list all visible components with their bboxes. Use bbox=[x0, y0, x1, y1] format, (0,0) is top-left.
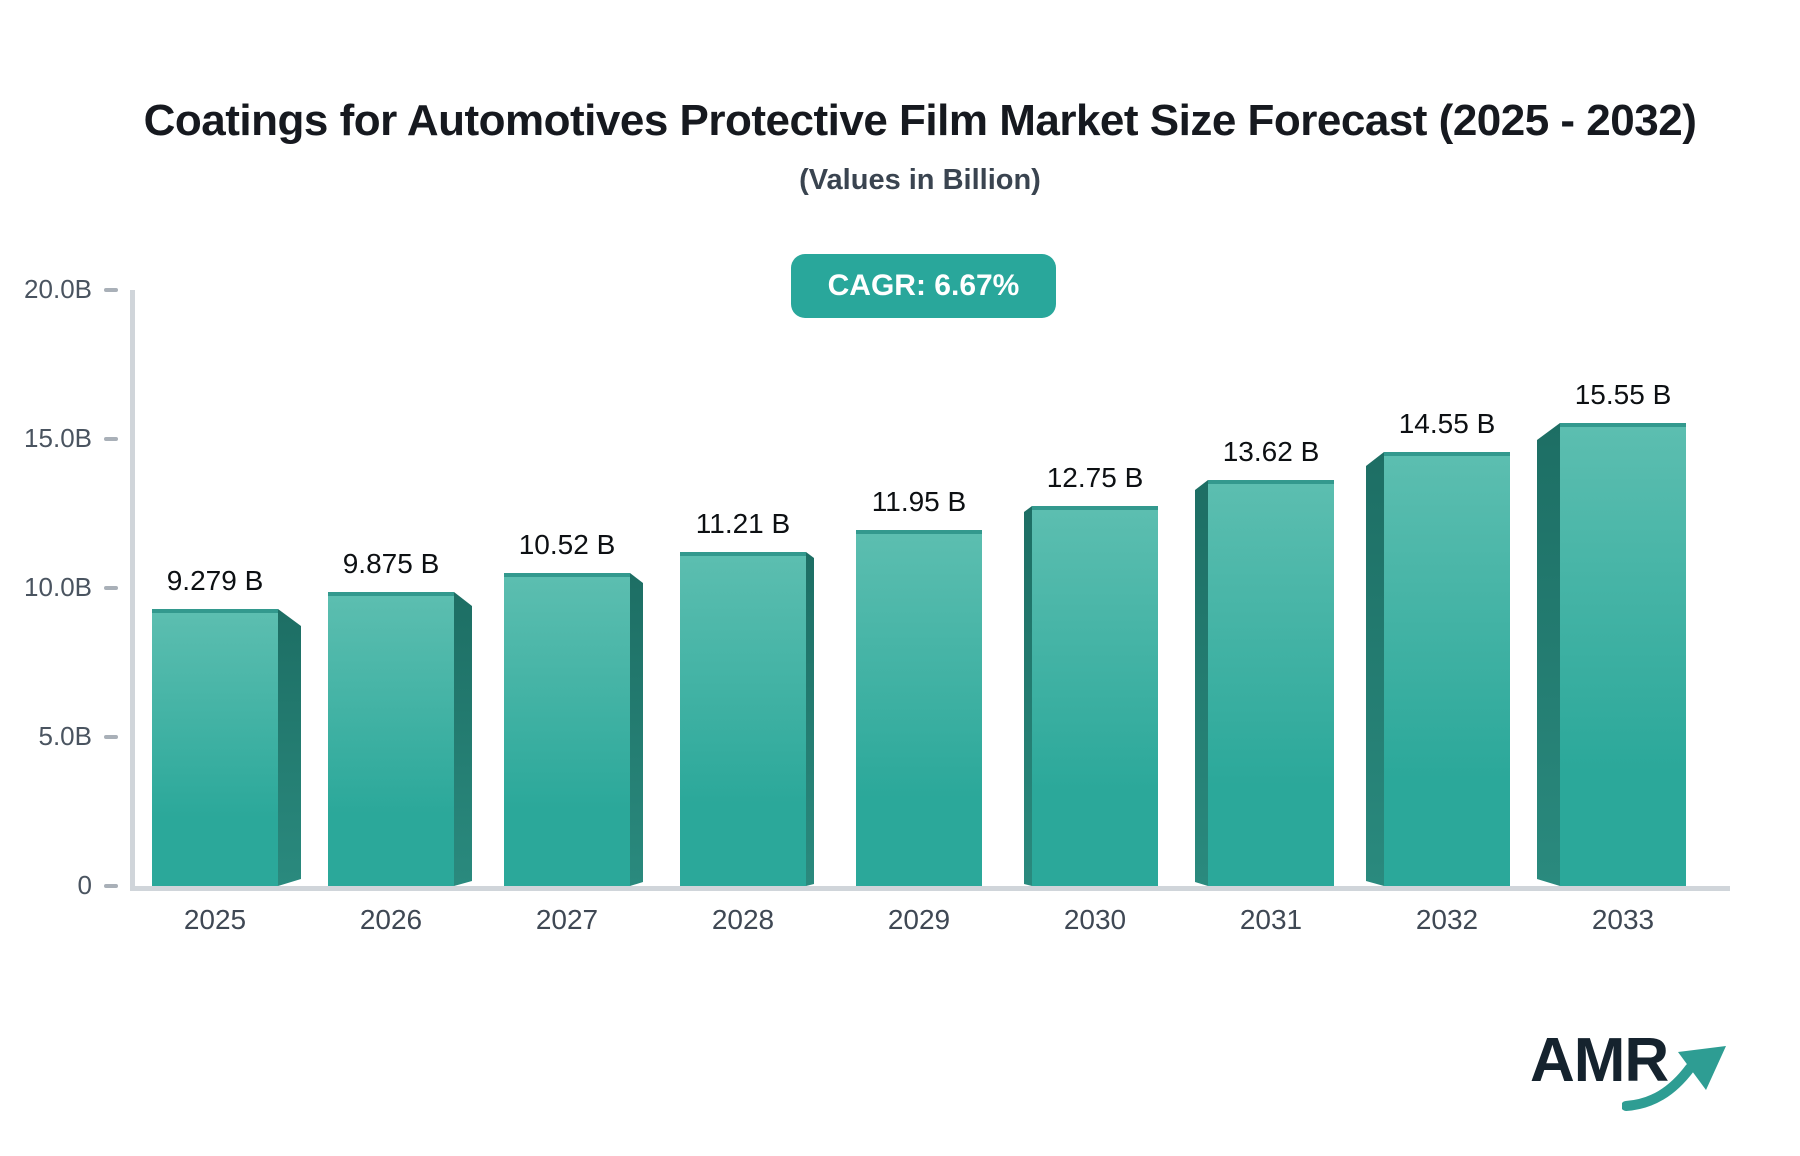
y-tick-mark bbox=[104, 288, 118, 292]
y-tick-label: 10.0B bbox=[24, 572, 92, 602]
x-axis-label: 2030 bbox=[1063, 904, 1127, 935]
bar-value-label: 9.875 B bbox=[342, 548, 440, 579]
bar-2026 bbox=[328, 592, 454, 886]
bar-value-label: 13.62 B bbox=[1222, 436, 1320, 467]
bar-value-label: 11.21 B bbox=[695, 508, 791, 539]
y-tick-label: 20.0B bbox=[24, 274, 92, 304]
x-axis-label: 2031 bbox=[1239, 904, 1303, 935]
bar-side-face bbox=[630, 573, 643, 886]
bar-value-label: 15.55 B bbox=[1574, 379, 1672, 410]
x-axis-label: 2029 bbox=[887, 904, 951, 935]
amr-logo-text: AMR bbox=[1530, 1026, 1669, 1095]
bar-value-label: 10.52 B bbox=[518, 529, 616, 560]
bar-2028 bbox=[680, 552, 806, 886]
x-axis-label: 2032 bbox=[1415, 904, 1479, 935]
y-axis-line bbox=[130, 290, 135, 891]
bar-side-face bbox=[806, 552, 814, 886]
bar-value-label: 14.55 B bbox=[1398, 408, 1496, 439]
x-axis-label: 2028 bbox=[711, 904, 775, 935]
y-tick-label: 5.0B bbox=[38, 721, 93, 751]
y-tick-mark bbox=[104, 884, 118, 888]
bar-2030 bbox=[1032, 506, 1158, 886]
bar-2025 bbox=[152, 609, 278, 886]
y-tick-mark bbox=[104, 735, 118, 739]
bar-2027 bbox=[504, 573, 630, 886]
x-axis-label: 2026 bbox=[359, 904, 423, 935]
y-tick-mark bbox=[104, 586, 118, 590]
trend-arrow-icon bbox=[1622, 1046, 1726, 1111]
bar-2029 bbox=[856, 530, 982, 886]
amr-logo: AMR bbox=[1530, 1030, 1730, 1120]
x-axis-line bbox=[130, 886, 1730, 891]
cagr-badge: CAGR: 6.67% bbox=[791, 254, 1056, 318]
bar-value-label: 9.279 B bbox=[166, 565, 264, 596]
bar-side-face bbox=[1366, 452, 1384, 886]
bar-2033 bbox=[1560, 423, 1686, 886]
chart-subtitle: (Values in Billion) bbox=[799, 164, 1041, 196]
y-tick-mark bbox=[104, 437, 118, 441]
bar-2031 bbox=[1208, 480, 1334, 886]
chart-title: Coatings for Automotives Protective Film… bbox=[143, 96, 1697, 145]
x-axis-label: 2025 bbox=[183, 904, 247, 935]
bar-2032 bbox=[1384, 452, 1510, 886]
y-tick-label: 15.0B bbox=[24, 423, 92, 453]
x-axis-label: 2027 bbox=[535, 904, 599, 935]
bar-value-label: 12.75 B bbox=[1046, 462, 1144, 493]
bar-side-face bbox=[278, 609, 301, 886]
bar-side-face bbox=[1024, 506, 1032, 886]
bar-side-face bbox=[454, 592, 472, 886]
y-tick-label: 0 bbox=[77, 870, 92, 900]
bar-value-label: 11.95 B bbox=[871, 486, 967, 517]
x-axis-label: 2033 bbox=[1591, 904, 1655, 935]
bar-side-face bbox=[1537, 423, 1560, 886]
bar-side-face bbox=[1195, 480, 1208, 886]
